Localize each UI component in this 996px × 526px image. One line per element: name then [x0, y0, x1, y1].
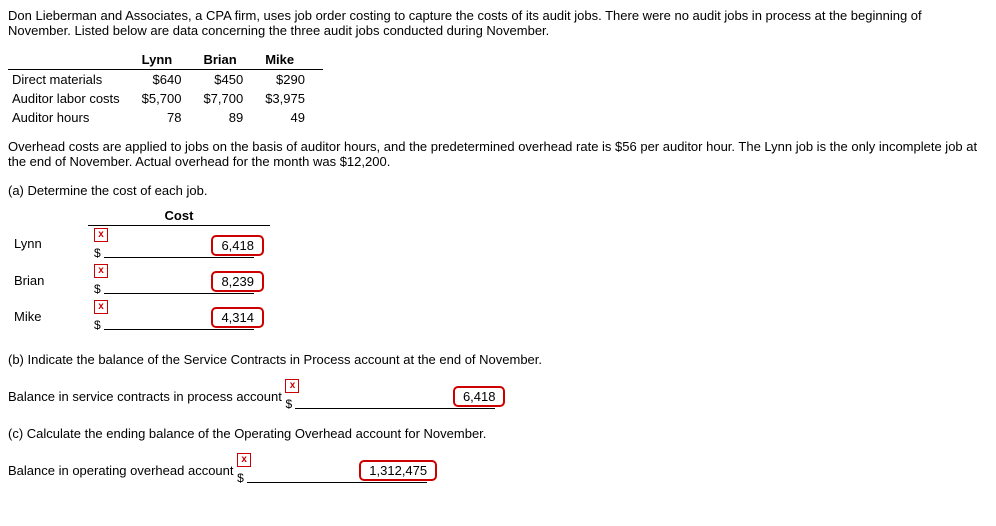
dollar-sign: $	[285, 397, 292, 411]
cell: $7,700	[199, 89, 261, 108]
dollar-sign: $	[94, 318, 101, 332]
row-label: Auditor hours	[8, 108, 138, 127]
entered-value: 6,418	[453, 386, 506, 407]
brian-cost-input[interactable]: x $ 8,239	[94, 266, 264, 294]
cell: 78	[138, 108, 200, 127]
cell: $290	[261, 70, 323, 90]
row-label: Direct materials	[8, 70, 138, 90]
table-row: Mike x $ 4,314	[8, 298, 270, 334]
col-mike: Mike	[261, 50, 323, 70]
row-label: Auditor labor costs	[8, 89, 138, 108]
col-lynn: Lynn	[138, 50, 200, 70]
entered-value: 1,312,475	[359, 460, 437, 481]
cell: $5,700	[138, 89, 200, 108]
cell: 89	[199, 108, 261, 127]
cost-answers-table: Cost Lynn x $ 6,418 Brian x $ 8,	[8, 206, 270, 334]
table-row: Lynn x $ 6,418	[8, 226, 270, 263]
part-c-input[interactable]: x $ 1,312,475	[237, 455, 437, 483]
part-b-prompt: (b) Indicate the balance of the Service …	[8, 352, 988, 367]
overhead-note: Overhead costs are applied to jobs on th…	[8, 139, 988, 169]
part-c-prompt: (c) Calculate the ending balance of the …	[8, 426, 988, 441]
job-name-mike: Mike	[8, 298, 88, 334]
table-row: Brian x $ 8,239	[8, 262, 270, 298]
entered-value: 6,418	[211, 235, 264, 256]
table-row: Auditor labor costs $5,700 $7,700 $3,975	[8, 89, 323, 108]
cell: $3,975	[261, 89, 323, 108]
cell: $640	[138, 70, 200, 90]
cost-header: Cost	[88, 206, 270, 226]
mike-cost-input[interactable]: x $ 4,314	[94, 302, 264, 330]
dollar-sign: $	[94, 282, 101, 296]
table-row: Direct materials $640 $450 $290	[8, 70, 323, 90]
col-blank	[8, 50, 138, 70]
job-name-lynn: Lynn	[8, 226, 88, 263]
lynn-cost-input[interactable]: x $ 6,418	[94, 230, 264, 258]
dollar-sign: $	[94, 246, 101, 260]
entered-value: 4,314	[211, 307, 264, 328]
part-a-prompt: (a) Determine the cost of each job.	[8, 183, 988, 198]
table-row: Auditor hours 78 89 49	[8, 108, 323, 127]
audit-data-table: Lynn Brian Mike Direct materials $640 $4…	[8, 50, 323, 127]
part-b-input[interactable]: x $ 6,418	[285, 381, 505, 409]
dollar-sign: $	[237, 471, 244, 485]
cell: $450	[199, 70, 261, 90]
cell: 49	[261, 108, 323, 127]
col-brian: Brian	[199, 50, 261, 70]
intro-text: Don Lieberman and Associates, a CPA firm…	[8, 8, 988, 38]
entered-value: 8,239	[211, 271, 264, 292]
job-name-brian: Brian	[8, 262, 88, 298]
part-c-label: Balance in operating overhead account	[8, 463, 234, 478]
part-b-label: Balance in service contracts in process …	[8, 389, 282, 404]
